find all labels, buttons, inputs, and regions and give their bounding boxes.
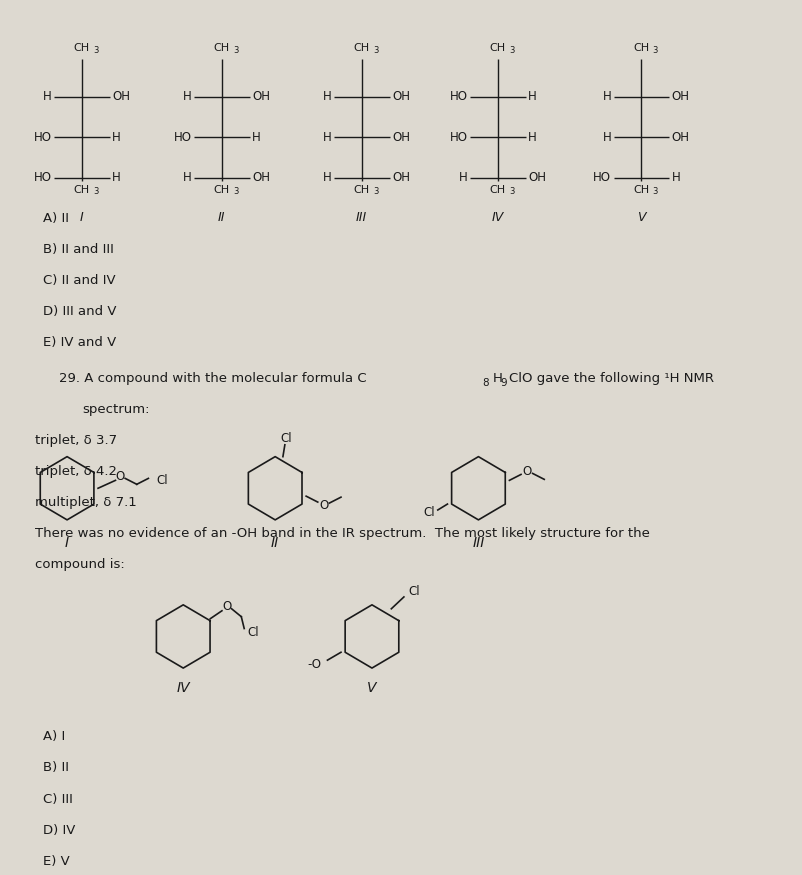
Text: HO: HO — [593, 172, 610, 185]
Text: D) IV: D) IV — [43, 823, 75, 836]
Text: 29. A compound with the molecular formula C: 29. A compound with the molecular formul… — [59, 372, 366, 384]
Text: HO: HO — [173, 130, 191, 144]
Text: H: H — [322, 130, 331, 144]
Text: 3: 3 — [372, 187, 378, 196]
Text: CH: CH — [213, 185, 229, 195]
Text: triplet, δ 4.2: triplet, δ 4.2 — [35, 465, 117, 478]
Text: OH: OH — [252, 172, 269, 185]
Text: D) III and V: D) III and V — [43, 305, 116, 318]
Text: OH: OH — [671, 90, 689, 103]
Text: H: H — [322, 90, 331, 103]
Text: IV: IV — [176, 681, 190, 695]
Text: -O: -O — [307, 658, 322, 670]
Text: I: I — [65, 536, 69, 550]
Text: A) II: A) II — [43, 212, 69, 225]
Text: H: H — [528, 90, 536, 103]
Text: 3: 3 — [372, 46, 378, 55]
Text: Cl: Cl — [280, 432, 291, 445]
Text: 3: 3 — [508, 187, 514, 196]
Text: OH: OH — [252, 90, 269, 103]
Text: CH: CH — [74, 185, 90, 195]
Text: CH: CH — [633, 185, 649, 195]
Text: 3: 3 — [93, 187, 99, 196]
Text: H: H — [183, 172, 191, 185]
Text: III: III — [472, 536, 484, 550]
Text: 3: 3 — [233, 187, 238, 196]
Text: HO: HO — [449, 130, 467, 144]
Text: CH: CH — [353, 43, 369, 52]
Text: CH: CH — [633, 43, 649, 52]
Text: 3: 3 — [652, 46, 658, 55]
Text: C) III: C) III — [43, 793, 73, 806]
Text: O: O — [318, 499, 328, 512]
Text: Cl: Cl — [423, 507, 435, 520]
Text: H: H — [183, 90, 191, 103]
Text: 3: 3 — [508, 46, 514, 55]
Text: OH: OH — [391, 172, 410, 185]
Text: H: H — [322, 172, 331, 185]
Text: OH: OH — [112, 90, 130, 103]
Text: HO: HO — [34, 172, 51, 185]
Text: spectrum:: spectrum: — [82, 402, 149, 416]
Text: II: II — [271, 536, 279, 550]
Text: H: H — [112, 172, 121, 185]
Text: OH: OH — [391, 90, 410, 103]
Text: H: H — [252, 130, 261, 144]
Text: V: V — [367, 681, 376, 695]
Text: Cl: Cl — [156, 474, 168, 487]
Text: H: H — [602, 90, 610, 103]
Text: HO: HO — [449, 90, 467, 103]
Text: H: H — [43, 90, 51, 103]
Text: There was no evidence of an -OH band in the IR spectrum.  The most likely struct: There was no evidence of an -OH band in … — [35, 527, 650, 540]
Text: O: O — [115, 470, 125, 483]
Text: O: O — [222, 600, 231, 613]
Text: II: II — [218, 211, 225, 224]
Text: H: H — [112, 130, 121, 144]
Text: triplet, δ 3.7: triplet, δ 3.7 — [35, 434, 117, 447]
Text: CH: CH — [489, 185, 505, 195]
Text: 3: 3 — [233, 46, 238, 55]
Text: A) I: A) I — [43, 731, 65, 743]
Text: CH: CH — [489, 43, 505, 52]
Text: H: H — [458, 172, 467, 185]
Text: CH: CH — [353, 185, 369, 195]
Text: C) II and IV: C) II and IV — [43, 274, 115, 287]
Text: ClO gave the following ¹H NMR: ClO gave the following ¹H NMR — [508, 372, 713, 384]
Text: E) IV and V: E) IV and V — [43, 336, 116, 349]
Text: 3: 3 — [93, 46, 99, 55]
Text: CH: CH — [213, 43, 229, 52]
Text: I: I — [80, 211, 83, 224]
Text: B) II and III: B) II and III — [43, 242, 114, 256]
Text: Cl: Cl — [247, 626, 258, 639]
Text: 3: 3 — [652, 187, 658, 196]
Text: E) V: E) V — [43, 855, 70, 868]
Text: IV: IV — [491, 211, 503, 224]
Text: H: H — [492, 372, 501, 384]
Text: CH: CH — [74, 43, 90, 52]
Text: OH: OH — [528, 172, 545, 185]
Text: compound is:: compound is: — [35, 558, 125, 571]
Text: O: O — [521, 465, 531, 478]
Text: III: III — [355, 211, 367, 224]
Text: OH: OH — [391, 130, 410, 144]
Text: H: H — [671, 172, 680, 185]
Text: 9: 9 — [500, 379, 506, 388]
Text: B) II: B) II — [43, 761, 69, 774]
Text: Cl: Cl — [408, 585, 420, 598]
Text: HO: HO — [34, 130, 51, 144]
Text: 8: 8 — [481, 379, 488, 388]
Text: H: H — [528, 130, 536, 144]
Text: V: V — [637, 211, 645, 224]
Text: multiplet, δ 7.1: multiplet, δ 7.1 — [35, 496, 137, 509]
Text: OH: OH — [671, 130, 689, 144]
Text: H: H — [602, 130, 610, 144]
